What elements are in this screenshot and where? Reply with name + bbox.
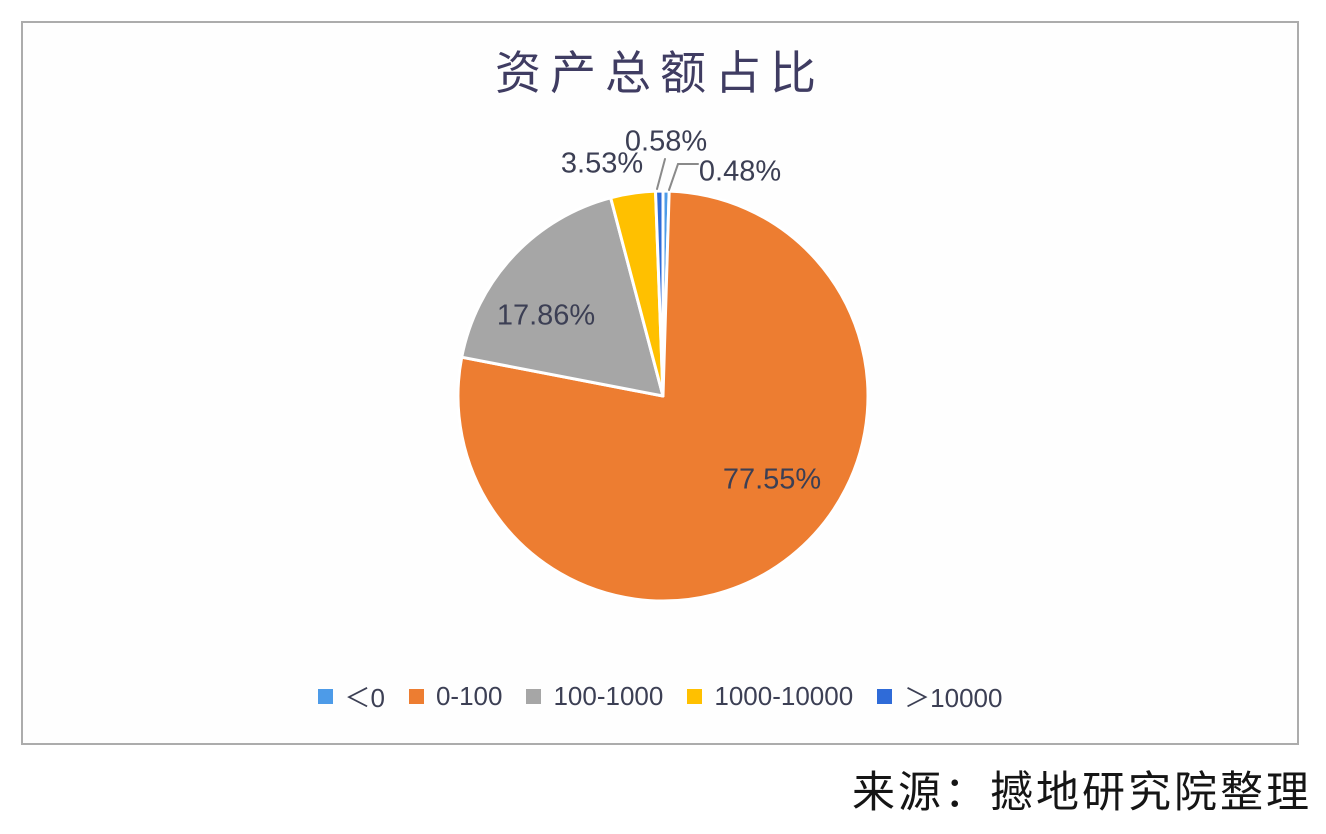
legend-label: 100-1000 bbox=[553, 681, 664, 711]
legend-label: 0-100 bbox=[435, 681, 503, 711]
legend-item-gt10000: ＞10000 bbox=[877, 678, 1002, 715]
chart-container: 资产总额占比 0.48% 77.55% 17.86% 3.53% 0.58% ＜… bbox=[21, 21, 1299, 745]
legend-item-0-100: 0-100 bbox=[408, 681, 503, 712]
legend-swatch-icon bbox=[687, 689, 703, 704]
legend: ＜0 0-100 100-1000 1000-10000 ＞10000 bbox=[23, 678, 1297, 715]
pie-slice-＞10000 bbox=[654, 189, 665, 398]
data-label-100-1000: 17.86% bbox=[496, 299, 596, 332]
legend-swatch-icon bbox=[877, 689, 893, 704]
legend-swatch-icon bbox=[408, 689, 424, 704]
legend-label: ＞10000 bbox=[904, 683, 1003, 713]
legend-swatch-icon bbox=[526, 689, 542, 704]
legend-label: 1000-10000 bbox=[714, 681, 854, 711]
data-label-lt0: 0.48% bbox=[698, 155, 782, 188]
data-label-0-100: 77.55% bbox=[722, 463, 822, 496]
data-label-gt10000: 0.58% bbox=[624, 125, 708, 158]
legend-swatch-icon bbox=[317, 689, 333, 704]
legend-item-lt0: ＜0 bbox=[317, 678, 385, 715]
leader-line-gt10000 bbox=[656, 158, 666, 190]
leader-line-lt0 bbox=[668, 163, 699, 191]
legend-label: ＜0 bbox=[344, 683, 385, 713]
legend-item-100-1000: 100-1000 bbox=[526, 681, 663, 712]
data-label-1000-10000: 3.53% bbox=[560, 147, 644, 180]
source-note: 来源：撼地研究院整理 bbox=[852, 770, 1312, 817]
chart-title: 资产总额占比 bbox=[495, 48, 825, 99]
pie-chart bbox=[456, 158, 870, 603]
pie-slices bbox=[456, 189, 870, 603]
legend-item-1000-10000: 1000-10000 bbox=[687, 681, 853, 712]
pie-slice-100-1000 bbox=[460, 196, 665, 398]
